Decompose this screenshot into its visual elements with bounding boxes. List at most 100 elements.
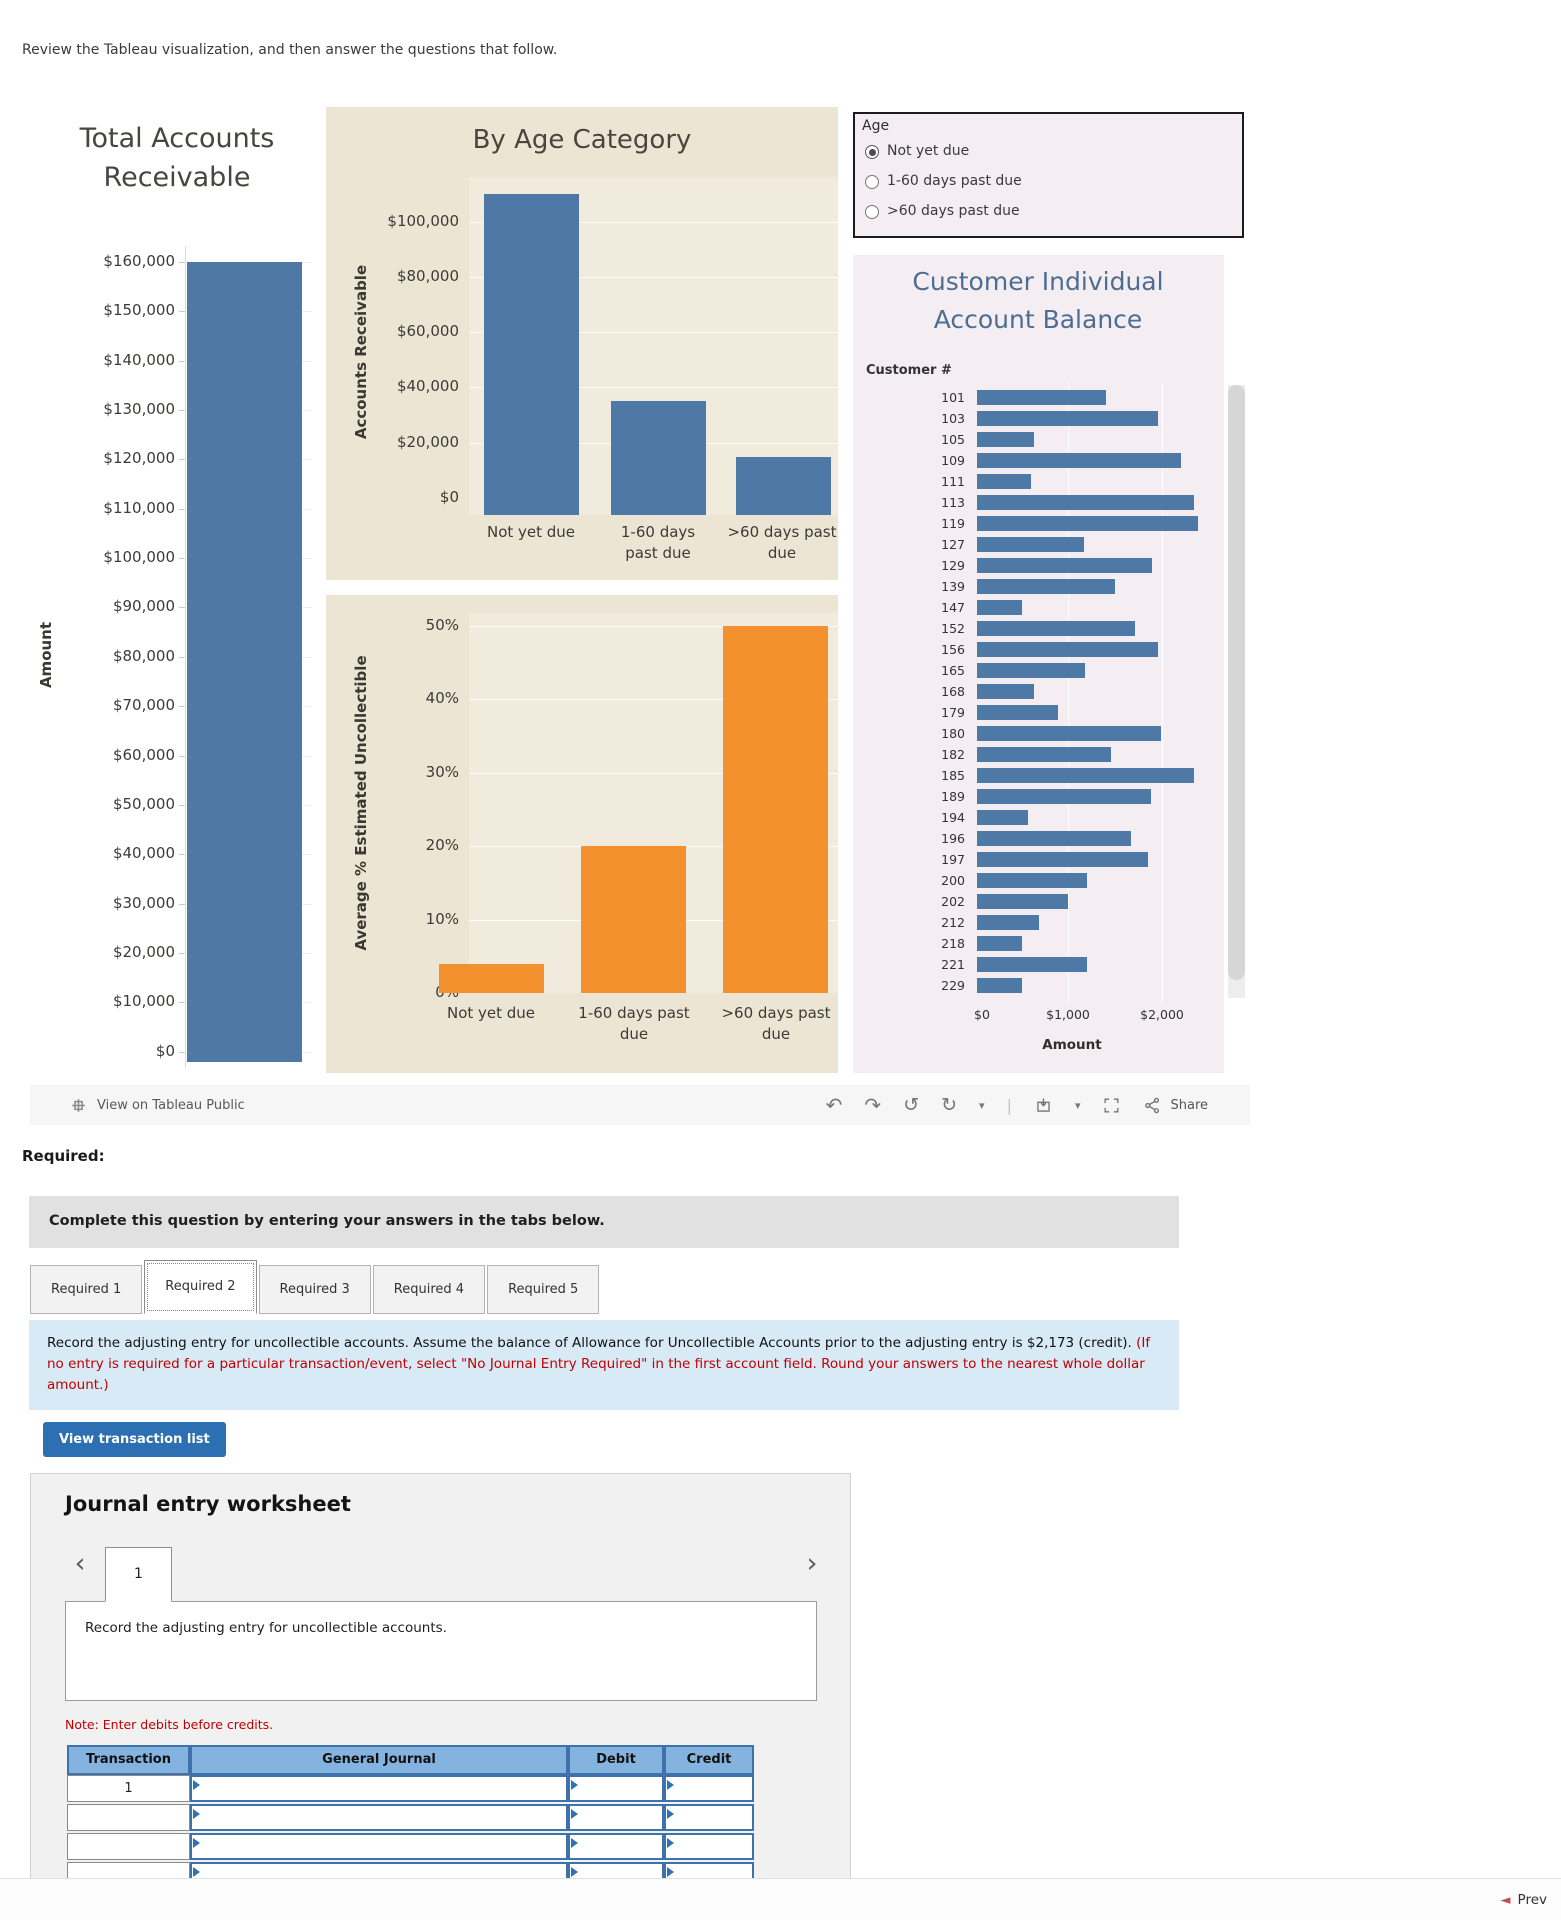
x-tick-label: Not yet due [446, 1004, 536, 1022]
journal-cell-debit[interactable] [568, 1833, 664, 1860]
table-header-cell-general-journal: General Journal [190, 1745, 568, 1775]
cell-dropdown-triangle-icon [193, 1809, 200, 1819]
view-transaction-list-button[interactable]: View transaction list [43, 1422, 226, 1457]
bar-customer-180[interactable] [977, 726, 1161, 741]
y-tick-label: $0 [155, 1042, 175, 1060]
bar-customer-182[interactable] [977, 747, 1111, 762]
radio-selected-icon[interactable] [865, 145, 879, 159]
caret-down-icon[interactable]: ▾ [1074, 1098, 1081, 1112]
x-tick-label: >60 days past due [721, 1004, 831, 1043]
customer-label: 185 [941, 768, 965, 783]
y-tick-mark [179, 262, 185, 263]
bar-customer-197[interactable] [977, 852, 1148, 867]
bar-total-accounts-receivable[interactable] [187, 262, 302, 1062]
tab-required-2[interactable]: Required 2 [144, 1260, 257, 1314]
bar-customer-168[interactable] [977, 684, 1034, 699]
journal-cell-general-journal[interactable] [190, 1804, 568, 1831]
bar-customer-200[interactable] [977, 873, 1087, 888]
fullscreen-icon[interactable] [1102, 1096, 1121, 1115]
bar-customer-119[interactable] [977, 516, 1198, 531]
y-tick-mark [179, 361, 185, 362]
bar-customer-147[interactable] [977, 600, 1022, 615]
y-tick-label: $100,000 [103, 548, 175, 566]
x-tick-label: 1-60 days past due [620, 523, 696, 562]
bar-customer-156[interactable] [977, 642, 1158, 657]
bar-customer-196[interactable] [977, 831, 1131, 846]
journal-cell-debit[interactable] [568, 1775, 664, 1802]
y-tick-mark [179, 904, 185, 905]
journal-cell-credit[interactable] [664, 1775, 754, 1802]
pager-next-icon[interactable]: › [806, 1548, 818, 1579]
bar-customer-103[interactable] [977, 411, 1158, 426]
question-text-red: (If no entry is required for a particula… [47, 1335, 1151, 1393]
scrollbar-thumb[interactable] [1228, 385, 1245, 980]
tab-required-3[interactable]: Required 3 [258, 1265, 371, 1314]
bar-customer-212[interactable] [977, 915, 1039, 930]
cell-dropdown-triangle-icon [667, 1780, 674, 1790]
tableau-logo-icon[interactable] [70, 1097, 87, 1114]
customer-label: 156 [941, 642, 965, 657]
radio-icon[interactable] [865, 205, 879, 219]
customer-label: 139 [941, 579, 965, 594]
tab-required-5[interactable]: Required 5 [487, 1265, 600, 1314]
tab-required-4[interactable]: Required 4 [372, 1265, 486, 1314]
share-icon[interactable] [1143, 1096, 1162, 1115]
bar-customer-152[interactable] [977, 621, 1135, 636]
bar-customer-218[interactable] [977, 936, 1022, 951]
y-tick-label: $30,000 [112, 894, 175, 912]
journal-cell-debit[interactable] [568, 1804, 664, 1831]
bar-1-60-days-past-due[interactable] [611, 401, 706, 515]
bar-60-days-past-due[interactable] [736, 457, 831, 515]
prev-link[interactable]: ◄ Prev [1501, 1879, 1547, 1920]
customer-chart-scrollbar[interactable] [1228, 385, 1245, 998]
redo-icon[interactable]: ↷ [864, 1093, 882, 1117]
bar-customer-101[interactable] [977, 390, 1106, 405]
bar-customer-221[interactable] [977, 957, 1087, 972]
radio-icon[interactable] [865, 175, 879, 189]
bar-customer-139[interactable] [977, 579, 1115, 594]
undo-icon[interactable]: ↶ [825, 1093, 843, 1117]
bar-customer-185[interactable] [977, 768, 1194, 783]
tab-required-1[interactable]: Required 1 [30, 1265, 143, 1314]
journal-cell-general-journal[interactable] [190, 1833, 568, 1860]
refresh-icon[interactable]: ↻ [941, 1094, 958, 1116]
bar-customer-113[interactable] [977, 495, 1194, 510]
bar-60-days-past-due[interactable] [723, 626, 828, 993]
revert-icon[interactable]: ↺ [903, 1094, 920, 1116]
bar-not-yet-due[interactable] [439, 964, 544, 993]
x-tick-label: 1-60 days past due [578, 1004, 690, 1043]
bar-customer-179[interactable] [977, 705, 1058, 720]
bar-customer-229[interactable] [977, 978, 1022, 993]
download-icon[interactable] [1034, 1096, 1053, 1115]
bar-customer-189[interactable] [977, 789, 1151, 804]
worksheet-page-tab[interactable]: 1 [105, 1547, 172, 1602]
pager-prev-icon[interactable]: ‹ [74, 1548, 86, 1579]
view-on-tableau-public-link[interactable]: View on Tableau Public [97, 1097, 245, 1113]
bar-customer-127[interactable] [977, 537, 1084, 552]
bar-customer-194[interactable] [977, 810, 1028, 825]
caret-down-icon[interactable]: ▾ [979, 1098, 985, 1112]
age-filter-option-1-60-days-past-due[interactable]: 1-60 days past due [864, 172, 1234, 196]
bar-customer-202[interactable] [977, 894, 1068, 909]
bar-not-yet-due[interactable] [484, 194, 579, 515]
y-tick-label: 10% [425, 910, 459, 928]
y-tick-label: $160,000 [103, 252, 175, 270]
bar-customer-109[interactable] [977, 453, 1181, 468]
journal-cell-credit[interactable] [664, 1804, 754, 1831]
customer-label: 152 [941, 621, 965, 636]
bar-customer-111[interactable] [977, 474, 1031, 489]
age-filter-option-not-yet-due[interactable]: Not yet due [864, 142, 1234, 166]
complete-banner: Complete this question by entering your … [29, 1196, 1179, 1248]
bar-customer-165[interactable] [977, 663, 1085, 678]
journal-cell-credit[interactable] [664, 1833, 754, 1860]
bar-customer-129[interactable] [977, 558, 1152, 573]
customer-label: 218 [941, 936, 965, 951]
bar-1-60-days-past-due[interactable] [581, 846, 686, 993]
customer-label: 119 [941, 516, 965, 531]
share-label[interactable]: Share [1170, 1097, 1208, 1113]
journal-cell-general-journal[interactable] [190, 1775, 568, 1802]
bar-customer-105[interactable] [977, 432, 1034, 447]
toolbar-divider: | [1006, 1095, 1012, 1115]
age-filter-option-60-days-past-due[interactable]: >60 days past due [864, 202, 1234, 226]
